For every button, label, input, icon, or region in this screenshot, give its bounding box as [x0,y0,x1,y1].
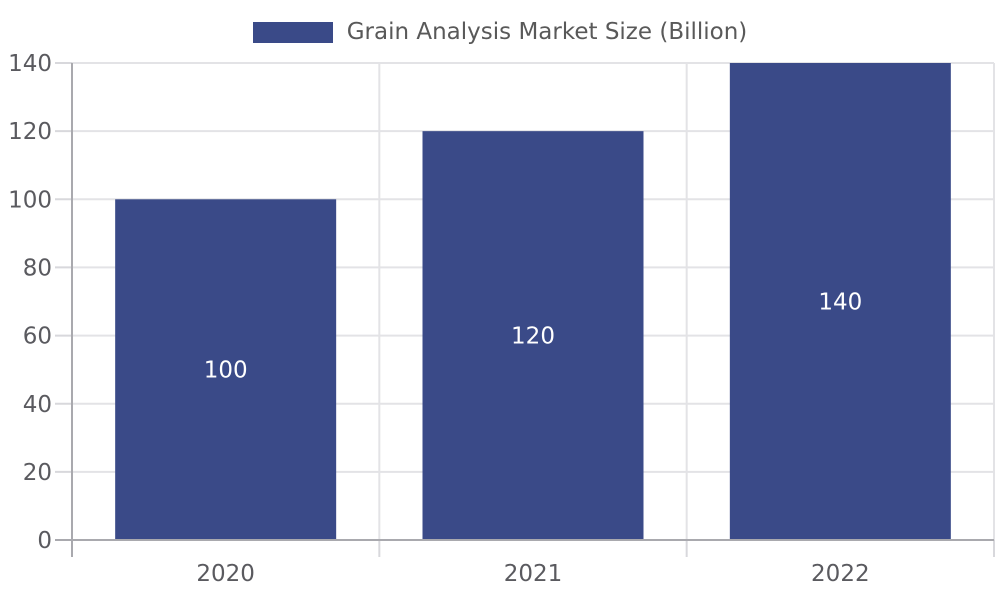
x-tick-label: 2020 [196,561,255,587]
y-tick-label: 120 [8,119,52,145]
bar-value-label: 140 [818,290,862,316]
y-tick-label: 40 [23,392,52,418]
y-tick-label: 0 [37,528,52,554]
y-tick-label: 20 [23,460,52,486]
y-tick-label: 80 [23,255,52,281]
x-tick-label: 2022 [811,561,870,587]
y-tick-label: 140 [8,51,52,77]
x-tick-label: 2021 [504,561,563,587]
bar-2022[interactable] [729,63,951,540]
legend-swatch [252,21,333,43]
legend-label: Grain Analysis Market Size (Billion) [346,19,748,45]
y-tick-label: 100 [8,187,52,213]
y-tick-label: 60 [23,324,52,350]
bar-2020[interactable] [115,199,337,541]
bar-value-label: 120 [511,324,555,350]
bar-2021[interactable] [422,131,644,540]
legend[interactable]: Grain Analysis Market Size (Billion) [0,19,1000,45]
bar-value-label: 100 [204,358,248,384]
